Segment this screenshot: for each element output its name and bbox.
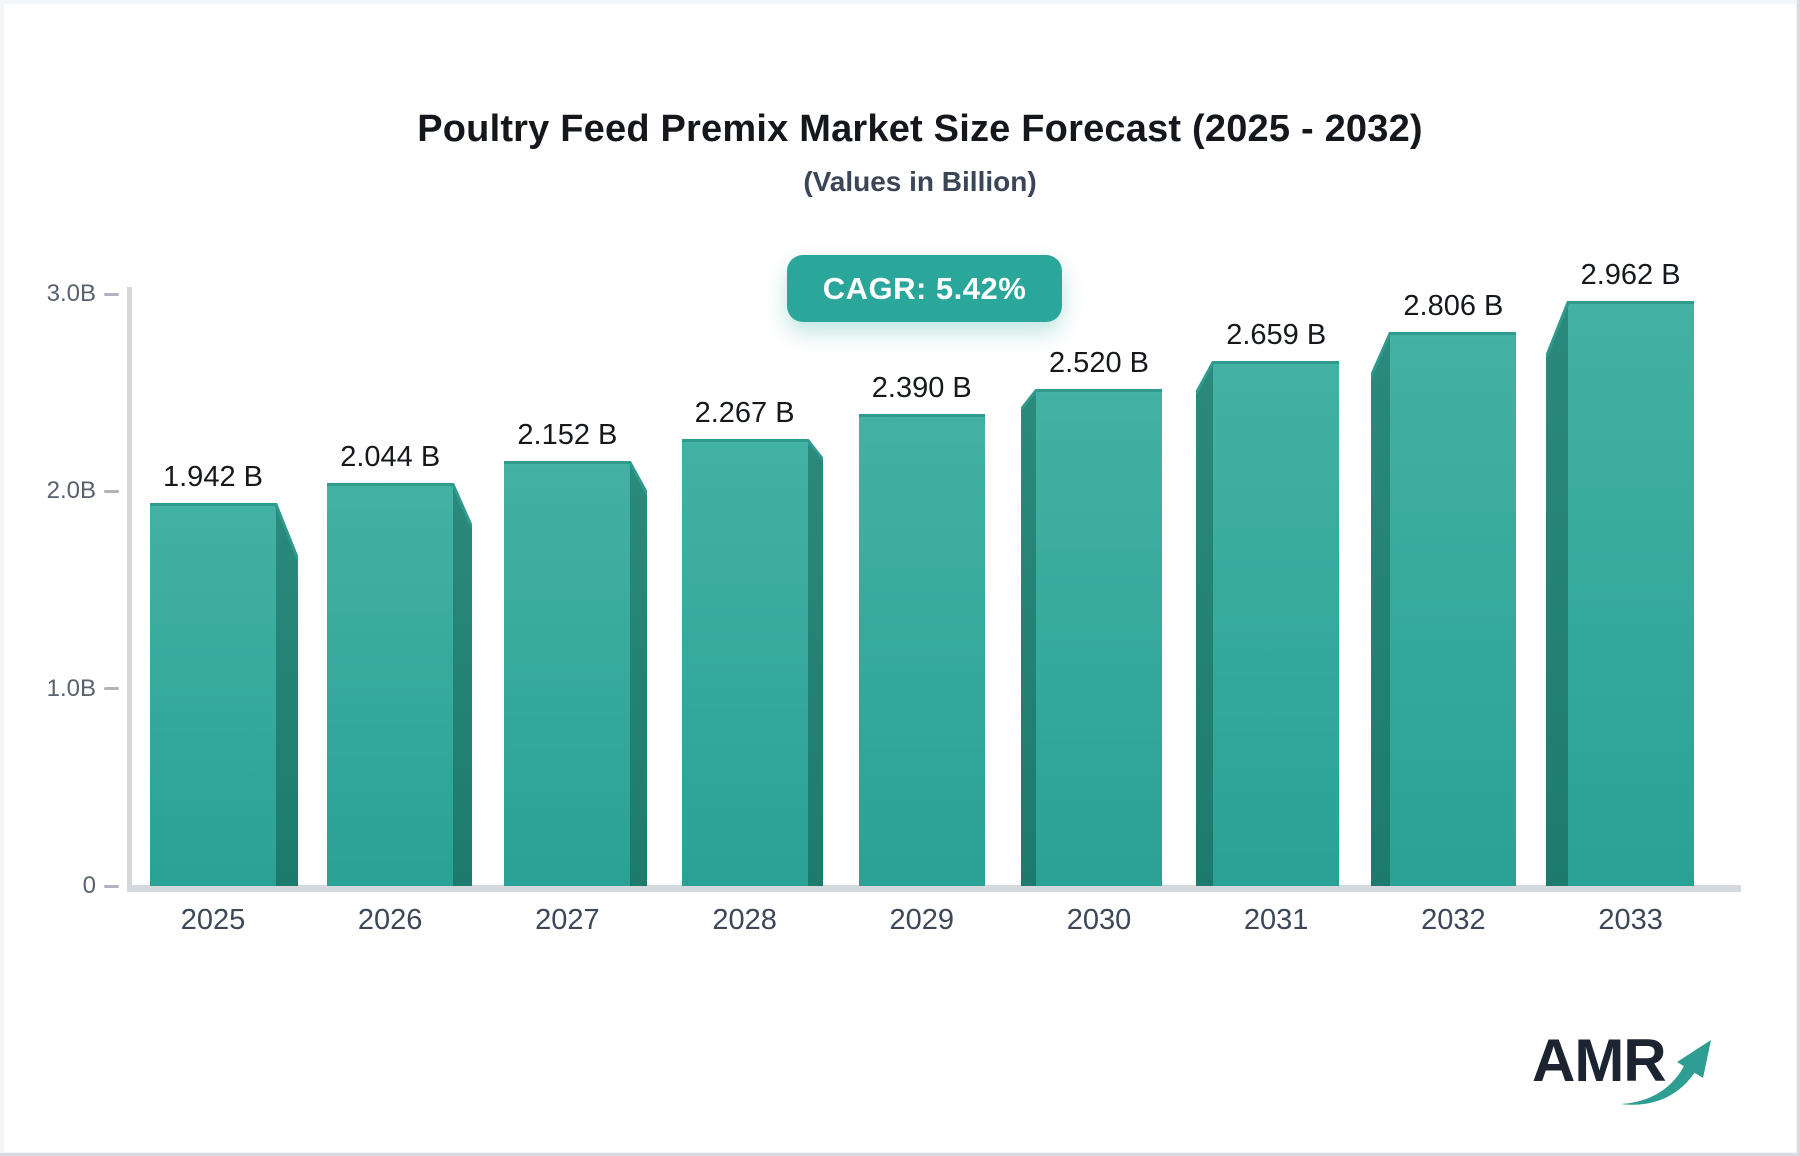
bar-2025 bbox=[150, 503, 300, 886]
bar-value-label-2030: 2.520 B bbox=[1049, 347, 1149, 379]
bar-top-edge bbox=[504, 461, 649, 495]
bar-shape-2029 bbox=[858, 414, 985, 886]
y-tick-label: 0 bbox=[82, 872, 96, 899]
x-axis-label-2031: 2031 bbox=[1243, 904, 1309, 936]
x-axis-label-2025: 2025 bbox=[180, 904, 246, 936]
chart-subtitle: (Values in Billion) bbox=[803, 166, 1037, 197]
bar-value-label-2025: 1.942 B bbox=[163, 461, 263, 493]
bar-2026 bbox=[327, 483, 474, 886]
cagr-badge: CAGR: 5.42% bbox=[787, 255, 1062, 322]
bar-top-edge bbox=[327, 483, 474, 529]
y-tick-label: 2.0B bbox=[46, 477, 96, 505]
bar-front-face bbox=[504, 461, 631, 886]
x-axis-label-2026: 2026 bbox=[357, 904, 423, 936]
bar-front-face bbox=[1390, 332, 1517, 886]
y-tick-mark bbox=[104, 687, 119, 691]
cagr-badge-label: CAGR: 5.42% bbox=[822, 270, 1027, 306]
bar-2031 bbox=[1194, 361, 1340, 886]
bar-value-label-2033: 2.962 B bbox=[1580, 259, 1681, 291]
bar-2032 bbox=[1370, 332, 1517, 886]
gradient-defs bbox=[0, 0, 2, 2]
bar-shape-2025 bbox=[150, 503, 300, 886]
bar-value-label-2029: 2.390 B bbox=[871, 372, 972, 404]
bar-value-label-2027: 2.152 B bbox=[517, 419, 618, 451]
x-axis-label-2029: 2029 bbox=[889, 904, 955, 936]
bar-front-face bbox=[858, 414, 985, 886]
bar-shape-2031 bbox=[1194, 361, 1340, 886]
bar-side-face bbox=[453, 483, 473, 886]
bar-value-label-2028: 2.267 B bbox=[694, 397, 795, 429]
bar-front-face bbox=[1567, 301, 1694, 886]
amr-logo: AMR bbox=[1520, 1024, 1720, 1114]
bar-value-label-2031: 2.659 B bbox=[1226, 319, 1327, 351]
bar-value-label-2026: 2.044 B bbox=[340, 441, 441, 473]
bar-top-edge bbox=[1544, 301, 1694, 359]
bar-top-edge bbox=[1019, 389, 1162, 411]
chart-title: Poultry Feed Premix Market Size Forecast… bbox=[417, 108, 1423, 150]
bar-2027 bbox=[504, 461, 649, 886]
y-tick-label: 3.0B bbox=[46, 280, 96, 307]
bar-top-edge bbox=[1370, 332, 1517, 378]
bar-side-face bbox=[1371, 332, 1391, 886]
bar-top-edge bbox=[681, 439, 824, 461]
bar-shape-2033 bbox=[1544, 301, 1694, 886]
bar-shape-2028 bbox=[681, 439, 824, 886]
logo-arrow-icon bbox=[1621, 1040, 1711, 1105]
x-axis-baseline bbox=[127, 885, 1741, 892]
logo-text: AMR bbox=[1532, 1027, 1667, 1094]
y-tick-mark bbox=[104, 884, 119, 888]
bar-2028 bbox=[681, 439, 824, 886]
bar-front-face bbox=[1036, 389, 1162, 886]
bar-shape-2032 bbox=[1370, 332, 1517, 886]
bar-side-face bbox=[807, 439, 823, 886]
bar-side-face bbox=[1545, 301, 1568, 886]
x-axis-label-2032: 2032 bbox=[1421, 904, 1486, 936]
bar-side-face bbox=[1196, 361, 1214, 886]
x-axis-label-2030: 2030 bbox=[1066, 904, 1132, 936]
bar-side-face bbox=[1021, 389, 1036, 886]
y-tick-mark bbox=[104, 292, 119, 296]
bar-side-face bbox=[276, 503, 298, 886]
x-axis-label-2027: 2027 bbox=[535, 904, 600, 936]
bar-2033 bbox=[1544, 301, 1694, 886]
bar-front-face bbox=[1213, 361, 1340, 886]
y-tick-label: 1.0B bbox=[46, 674, 96, 702]
bar-front-face bbox=[681, 439, 808, 886]
bar-shape-2030 bbox=[1019, 389, 1162, 886]
bar-2030 bbox=[1019, 389, 1162, 886]
bar-shape-2026 bbox=[327, 483, 474, 886]
bar-top-edge bbox=[150, 503, 300, 561]
bar-2029 bbox=[858, 414, 985, 886]
bar-front-face bbox=[327, 483, 454, 886]
bar-top-edge bbox=[1194, 361, 1340, 395]
bar-value-label-2032: 2.806 B bbox=[1403, 290, 1504, 322]
y-axis-line bbox=[127, 287, 132, 886]
bar-front-face bbox=[150, 503, 276, 886]
x-axis-label-2028: 2028 bbox=[712, 904, 777, 936]
bar-side-face bbox=[630, 461, 648, 886]
y-tick-mark bbox=[104, 489, 119, 493]
x-axis-label-2033: 2033 bbox=[1598, 904, 1663, 936]
bar-shape-2027 bbox=[504, 461, 649, 886]
